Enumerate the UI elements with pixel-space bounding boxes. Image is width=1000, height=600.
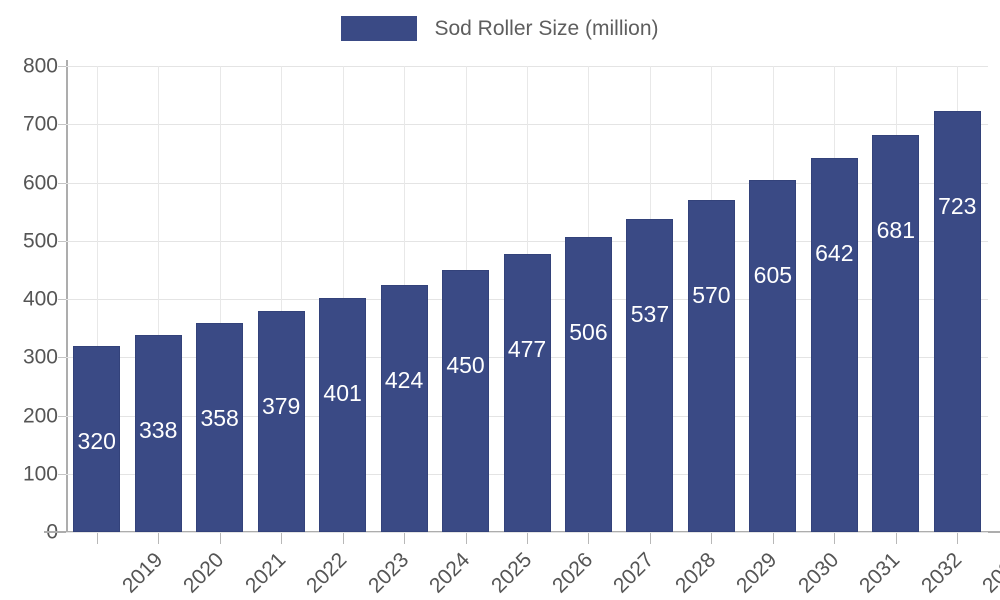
y-axis-tick-mark — [58, 240, 66, 242]
x-axis-tick-mark — [834, 533, 836, 544]
x-axis-tick-mark — [219, 533, 221, 544]
bar[interactable] — [687, 199, 735, 532]
x-axis-tick-label: 2027 — [609, 548, 659, 598]
x-axis-tick-label: 2024 — [425, 548, 475, 598]
x-axis-tick-label: 2030 — [793, 548, 844, 598]
y-axis: 0100200300400500600700800 — [0, 0, 66, 600]
bar[interactable] — [933, 110, 981, 532]
bar[interactable] — [134, 335, 182, 532]
bar-value-label: 723 — [938, 192, 977, 219]
x-axis-tick-mark — [158, 533, 160, 544]
x-axis-tick-mark — [711, 533, 713, 544]
y-axis-tick-mark — [58, 415, 66, 417]
x-axis-tick-label: 2019 — [117, 548, 167, 598]
bar-value-label: 681 — [876, 217, 915, 244]
y-axis-tick-mark — [58, 66, 66, 67]
x-axis-tick-label: 2021 — [240, 548, 290, 598]
x-axis-tick-mark — [96, 533, 98, 544]
gridline-horizontal — [66, 532, 988, 533]
y-axis-tick-label: 500 — [22, 229, 58, 253]
plot-area: 320 338 358 379 401 424 450 477 506 537 570 605 642 6… — [66, 66, 988, 533]
x-axis-tick-label: 2025 — [486, 548, 536, 598]
y-axis-tick-mark — [58, 473, 66, 475]
x-axis-tick-label: 2020 — [179, 548, 229, 598]
x-axis-tick-label: 2031 — [855, 548, 905, 598]
x-axis-tick-mark — [342, 533, 344, 544]
gridline-vertical — [97, 66, 98, 532]
x-axis-tick-mark — [465, 533, 467, 544]
x-axis-tick-label: 2029 — [732, 548, 782, 598]
bar[interactable] — [380, 285, 428, 532]
x-axis-tick-mark — [957, 533, 959, 544]
bar[interactable] — [564, 237, 612, 532]
bar[interactable] — [503, 254, 551, 532]
bar[interactable] — [196, 323, 244, 532]
gridline-vertical — [158, 66, 159, 532]
bar-value-label: 338 — [139, 417, 178, 444]
bar[interactable] — [810, 158, 858, 532]
y-axis-tick-label: 200 — [22, 404, 58, 427]
x-axis-tick-label: 2026 — [547, 548, 598, 598]
x-axis-tick-mark — [404, 533, 406, 544]
bar[interactable] — [257, 311, 305, 532]
x-axis-tick-mark — [281, 533, 283, 544]
bar-value-label: 450 — [446, 351, 485, 378]
x-axis-tick-label: 2028 — [670, 548, 721, 598]
bar-value-label: 642 — [815, 240, 854, 267]
x-axis-tick-mark — [895, 533, 897, 544]
gridline-vertical — [281, 66, 282, 532]
bar-value-label: 320 — [77, 427, 116, 454]
chart-legend: Sod Roller Size (million) — [0, 0, 1000, 56]
y-axis-line — [66, 60, 68, 533]
bar[interactable] — [872, 135, 920, 532]
bar[interactable] — [319, 298, 367, 532]
bar-value-label: 506 — [569, 319, 608, 346]
y-axis-tick-label: 700 — [22, 112, 58, 136]
bar-value-label: 605 — [753, 261, 793, 288]
y-axis-tick-mark — [58, 124, 66, 126]
y-axis-tick-mark — [58, 357, 66, 359]
y-axis-tick-label: 600 — [22, 171, 58, 194]
bar-value-label: 379 — [261, 393, 301, 420]
bar-value-label: 537 — [630, 301, 670, 328]
bar[interactable] — [749, 179, 797, 532]
x-axis-tick-mark — [772, 533, 774, 544]
x-axis-tick-label: 2032 — [916, 548, 967, 598]
y-axis-tick-label: 300 — [22, 345, 58, 369]
y-axis-tick-label: 800 — [22, 54, 58, 78]
bar-value-label: 401 — [323, 380, 362, 407]
y-axis-tick-mark — [58, 182, 66, 184]
bar-value-label: 424 — [384, 367, 424, 394]
y-axis-tick-mark — [58, 299, 66, 300]
x-axis-tick-mark — [588, 533, 590, 544]
x-axis-tick-label: 2022 — [302, 548, 352, 598]
bar-value-label: 358 — [200, 405, 239, 432]
x-axis-tick-mark — [649, 533, 651, 544]
bar-value-label: 477 — [507, 336, 547, 363]
x-axis-tick-mark — [527, 533, 528, 544]
bar-value-label: 570 — [692, 281, 731, 308]
legend-entry-label: Sod Roller Size (million) — [434, 16, 659, 40]
bar[interactable] — [442, 269, 490, 532]
legend-color-swatch-icon — [341, 15, 418, 41]
y-axis-tick-label: 100 — [22, 462, 58, 486]
x-axis-tick-label: 2023 — [363, 548, 413, 598]
gridline-vertical — [220, 66, 221, 532]
legend-entry-sod-roller-size[interactable]: Sod Roller Size (million) — [341, 15, 659, 41]
bar[interactable] — [626, 219, 674, 532]
bar[interactable] — [73, 345, 121, 532]
x-axis-tick-label: 2033 — [978, 548, 1000, 598]
y-axis-tick-label: 400 — [22, 287, 58, 311]
